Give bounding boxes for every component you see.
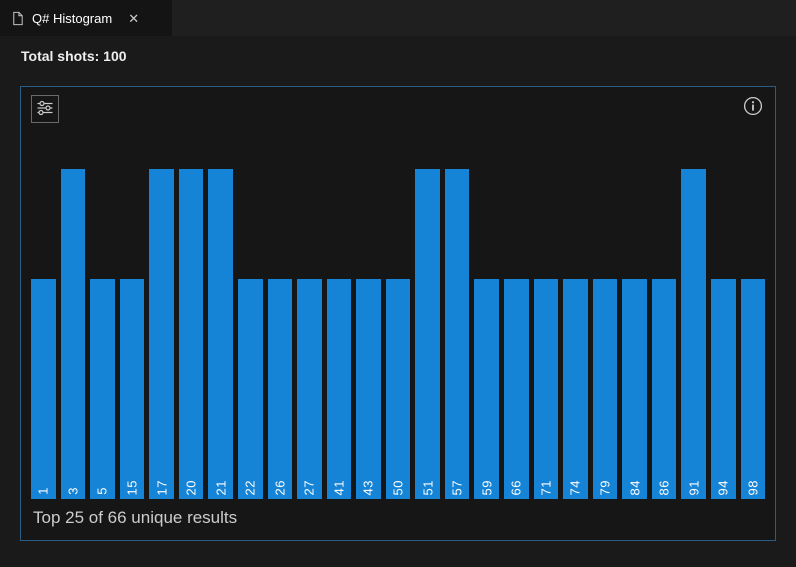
histogram-chart: 1 3 5 15 17 20 21 22 26 27 41 43 50 51 57 59 66 71 74 79 84 8… (31, 169, 766, 499)
bar-label: 27 (301, 479, 317, 495)
histogram-bar[interactable]: 98 (740, 279, 766, 499)
bar-label: 86 (656, 479, 672, 495)
histogram-bar[interactable]: 71 (533, 279, 559, 499)
histogram-bar[interactable]: 66 (504, 279, 529, 499)
histogram-bar[interactable]: 5 (90, 279, 115, 499)
bar-label: 84 (627, 479, 643, 495)
info-icon (743, 96, 763, 119)
tab-qsharp-histogram[interactable]: Q# Histogram ✕ (0, 0, 172, 36)
bar-label: 22 (242, 479, 258, 495)
bar-label: 5 (94, 487, 110, 495)
tab-bar: Q# Histogram ✕ (0, 0, 796, 36)
bar-label: 41 (331, 479, 347, 495)
histogram-bar[interactable]: 41 (326, 279, 352, 499)
histogram-bar[interactable]: 59 (474, 279, 499, 499)
histogram-panel: 1 3 5 15 17 20 21 22 26 27 41 43 50 51 57 59 66 71 74 79 84 8… (20, 86, 776, 541)
histogram-bar[interactable]: 21 (208, 169, 233, 499)
histogram-bar[interactable]: 27 (297, 279, 322, 499)
bar-label: 43 (360, 479, 376, 495)
histogram-bar[interactable]: 91 (681, 169, 706, 499)
bar-label: 50 (390, 479, 406, 495)
bar-label: 21 (213, 479, 229, 495)
histogram-bar[interactable]: 57 (444, 169, 470, 499)
bar-label: 79 (597, 479, 613, 495)
bar-label: 59 (479, 479, 495, 495)
histogram-bar[interactable]: 20 (178, 169, 204, 499)
bar-label: 66 (508, 479, 524, 495)
histogram-bar[interactable]: 50 (385, 279, 411, 499)
histogram-bar[interactable]: 26 (267, 279, 293, 499)
tab-title: Q# Histogram (32, 10, 113, 26)
bar-label: 94 (715, 479, 731, 495)
histogram-bar[interactable]: 1 (31, 279, 56, 499)
total-shots-label: Total shots: 100 (21, 48, 127, 64)
close-icon[interactable]: ✕ (128, 10, 140, 26)
bar-label: 17 (154, 479, 170, 495)
histogram-bar[interactable]: 86 (651, 279, 677, 499)
bar-label: 51 (420, 479, 436, 495)
histogram-bar[interactable]: 17 (149, 169, 174, 499)
bar-label: 74 (567, 479, 583, 495)
bar-label: 15 (124, 479, 140, 495)
histogram-bar[interactable]: 22 (237, 279, 263, 499)
bar-label: 26 (272, 479, 288, 495)
histogram-bar[interactable]: 3 (60, 169, 86, 499)
histogram-bar[interactable]: 84 (622, 279, 647, 499)
bar-label: 57 (449, 479, 465, 495)
histogram-bar[interactable]: 94 (710, 279, 736, 499)
histogram-bar[interactable]: 74 (563, 279, 588, 499)
bar-label: 91 (686, 479, 702, 495)
chart-footer: Top 25 of 66 unique results (33, 508, 238, 527)
histogram-bar[interactable]: 43 (356, 279, 381, 499)
histogram-bar[interactable]: 51 (415, 169, 440, 499)
histogram-bar[interactable]: 15 (119, 279, 145, 499)
info-button[interactable] (741, 95, 765, 119)
bar-label: 3 (65, 487, 81, 495)
settings-button[interactable] (31, 95, 59, 123)
bar-label: 1 (35, 487, 51, 495)
bar-label: 20 (183, 479, 199, 495)
bar-label: 98 (745, 479, 761, 495)
sliders-icon (36, 99, 54, 120)
histogram-bar[interactable]: 79 (592, 279, 618, 499)
file-icon (10, 11, 25, 26)
bar-label: 71 (538, 479, 554, 495)
